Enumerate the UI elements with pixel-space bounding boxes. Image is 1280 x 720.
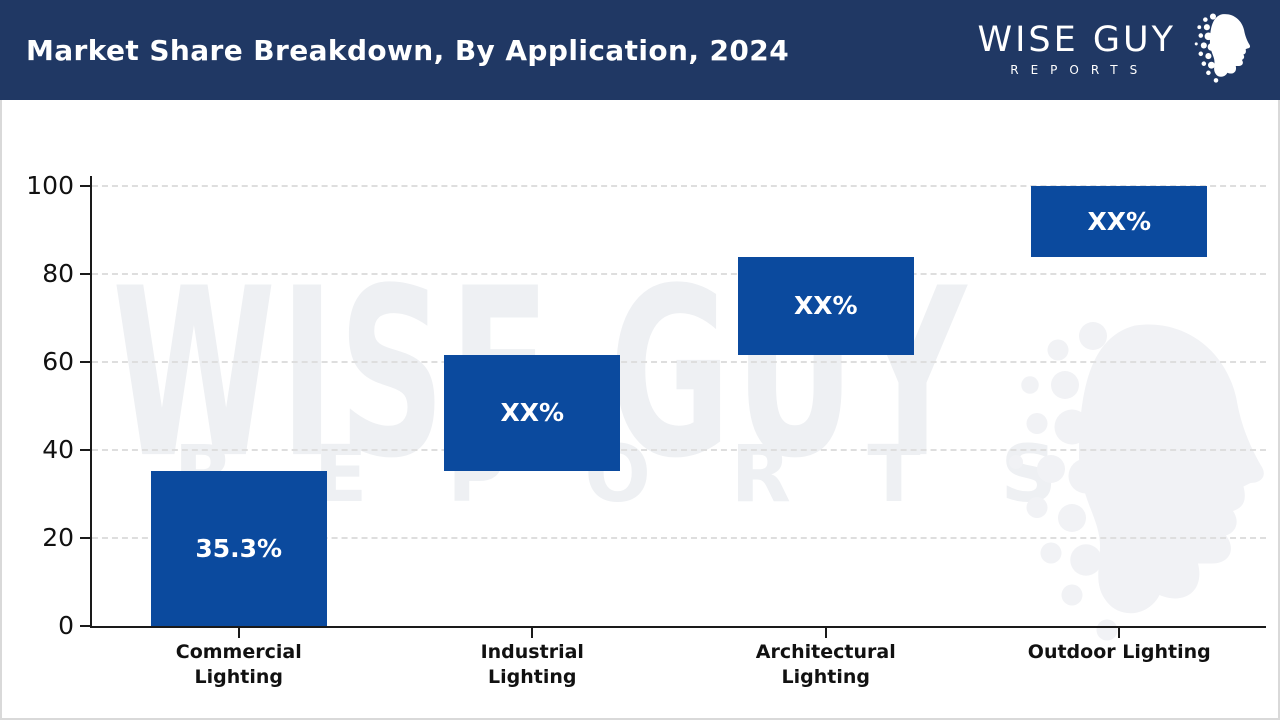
gridline bbox=[92, 537, 1266, 539]
y-axis-tick bbox=[80, 273, 90, 275]
x-axis-tick bbox=[1118, 628, 1121, 638]
brand-face-icon bbox=[1194, 13, 1251, 83]
gridline bbox=[92, 273, 1266, 275]
header-bar: Market Share Breakdown, By Application, … bbox=[0, 0, 1280, 100]
chart-title: Market Share Breakdown, By Application, … bbox=[26, 33, 790, 67]
y-tick-label: 40 bbox=[42, 435, 74, 464]
gridline bbox=[92, 185, 1266, 187]
brand-logo-text: WISE GUY REPORTS bbox=[977, 20, 1176, 78]
bar-value-label: XX% bbox=[500, 398, 565, 428]
y-tick-label: 60 bbox=[42, 347, 74, 376]
gridline bbox=[92, 361, 1266, 363]
y-axis-tick bbox=[80, 361, 90, 363]
brand-logo: WISE GUY REPORTS bbox=[977, 8, 1254, 92]
x-axis-tick bbox=[824, 628, 827, 638]
bar: XX% bbox=[737, 256, 914, 355]
bar-value-label: XX% bbox=[1087, 206, 1152, 236]
gridline bbox=[92, 449, 1266, 451]
y-tick-label: 80 bbox=[42, 259, 74, 288]
y-axis-tick bbox=[80, 625, 90, 627]
x-category-label: Industrial Lighting bbox=[480, 641, 584, 688]
brand-name: WISE GUY bbox=[977, 20, 1176, 60]
y-tick-label: 100 bbox=[26, 171, 74, 200]
bar-value-label: 35.3% bbox=[195, 533, 283, 563]
bar: XX% bbox=[1031, 186, 1208, 257]
x-category-label: Commercial Lighting bbox=[175, 641, 302, 688]
bar-value-label: XX% bbox=[793, 291, 858, 321]
plot-area: 0 20 40 60 80 100 35.3% Commercial Lighting XX% I… bbox=[26, 171, 1266, 688]
y-tick-label: 20 bbox=[42, 523, 74, 552]
chart-area: WISE GUY REPORTS 0 20 40 60 80 100 35.3% Commer… bbox=[0, 100, 1280, 720]
y-axis-tick bbox=[80, 185, 90, 187]
y-axis-tick bbox=[80, 449, 90, 451]
bar: 35.3% bbox=[150, 470, 327, 626]
brand-subname: REPORTS bbox=[1010, 63, 1150, 77]
x-axis-tick bbox=[531, 628, 534, 638]
y-axis-tick bbox=[80, 537, 90, 539]
x-category-label: Outdoor Lighting bbox=[1027, 641, 1211, 663]
x-category-label: Architectural Lighting bbox=[755, 641, 896, 688]
bar: XX% bbox=[444, 354, 621, 471]
y-tick-label: 0 bbox=[58, 611, 74, 640]
x-axis-tick bbox=[237, 628, 240, 638]
